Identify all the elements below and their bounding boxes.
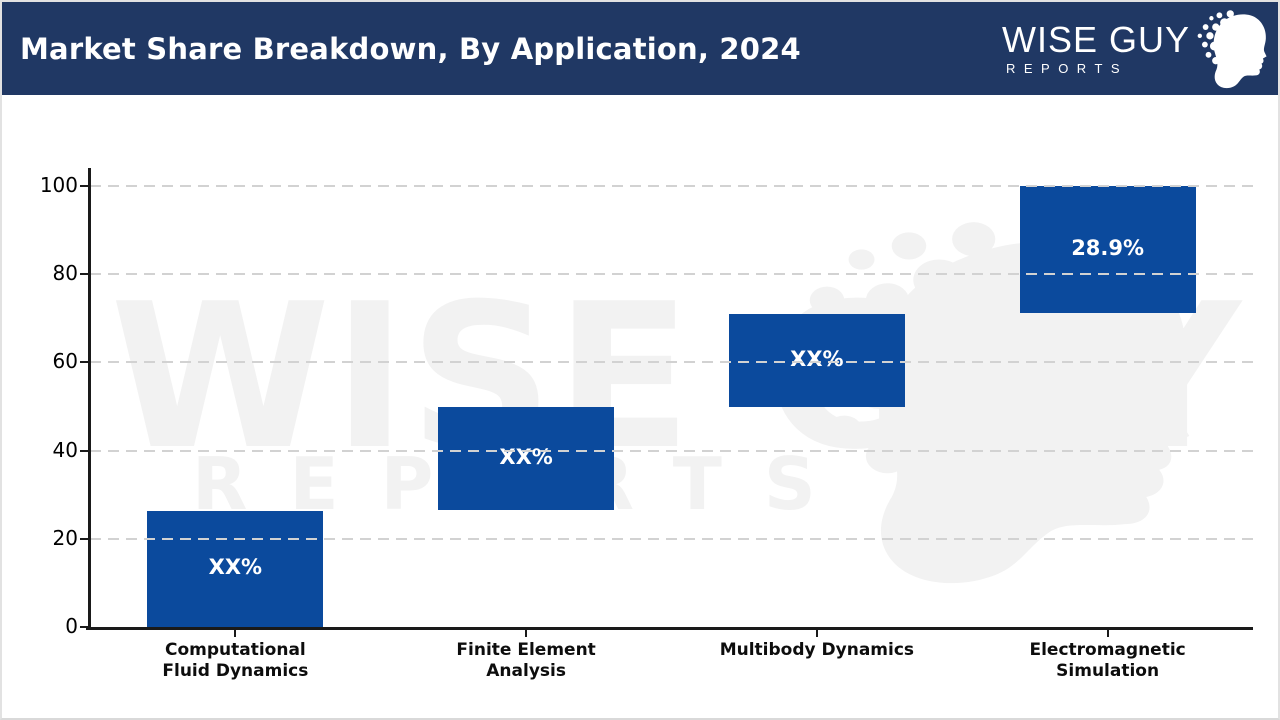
- y-tick-label: 20: [52, 525, 78, 550]
- category-label-line: Electromagnetic: [1029, 640, 1186, 660]
- category-label: Electromagnetic Simulation: [963, 640, 1253, 682]
- x-tick-mark: [1106, 629, 1109, 637]
- category-label-line: Fluid Dynamics: [162, 661, 309, 681]
- y-tick-mark: [80, 537, 89, 540]
- y-tick-label: 40: [52, 437, 78, 462]
- bar-value-label: XX%: [499, 444, 553, 469]
- y-tick-mark: [80, 361, 89, 364]
- y-tick-label: 100: [39, 173, 78, 197]
- gridline-20: [90, 537, 1253, 540]
- y-tick-label: 0: [65, 614, 78, 638]
- wiseguy-logo: WISE GUY REPORTS: [1002, 8, 1268, 90]
- x-axis-spine: [86, 627, 1253, 630]
- bar-segment: XX%: [728, 314, 905, 408]
- bar-segment: XX%: [147, 510, 324, 627]
- bar-value-label: XX%: [208, 554, 263, 579]
- page-title: Market Share Breakdown, By Application, …: [20, 31, 801, 66]
- wiseguy-face-icon: [1197, 9, 1267, 88]
- x-tick-mark: [815, 629, 818, 637]
- x-tick-mark: [234, 629, 237, 637]
- category-label: Multibody Dynamics: [672, 640, 962, 661]
- category-label-line: Multibody Dynamics: [719, 640, 915, 660]
- category-label: Finite Element Analysis: [381, 640, 671, 682]
- bar-segment: XX%: [438, 407, 615, 510]
- category-label-line: Computational: [164, 640, 306, 660]
- header-bar: Market Share Breakdown, By Application, …: [2, 2, 1278, 95]
- x-tick-mark: [525, 629, 528, 637]
- bar-value-label: 28.9%: [1071, 235, 1145, 260]
- y-tick-label: 80: [52, 261, 78, 286]
- wiseguy-logo-text: WISE GUY REPORTS: [1001, 18, 1190, 76]
- category-label-line: Analysis: [486, 661, 566, 681]
- bar-value-label: XX%: [790, 346, 844, 371]
- y-tick-mark: [80, 273, 89, 276]
- logo-wordmark: WISE GUY: [1001, 18, 1190, 60]
- bar-segment: 28.9%: [1019, 186, 1196, 314]
- category-label-line: Finite Element: [456, 640, 596, 660]
- y-tick-label: 60: [52, 349, 78, 374]
- category-label-line: Simulation: [1056, 661, 1160, 681]
- gridline-100: [90, 185, 1253, 187]
- y-tick-mark: [80, 449, 89, 452]
- category-label: Computational Fluid Dynamics: [90, 640, 380, 682]
- gridline-60: [90, 361, 1253, 364]
- y-tick-mark: [80, 185, 89, 187]
- gridline-40: [90, 449, 1253, 452]
- logo-subtitle: REPORTS: [1005, 60, 1129, 76]
- y-tick-mark: [80, 626, 89, 628]
- y-axis-spine: [88, 168, 91, 629]
- gridline-80: [90, 273, 1253, 276]
